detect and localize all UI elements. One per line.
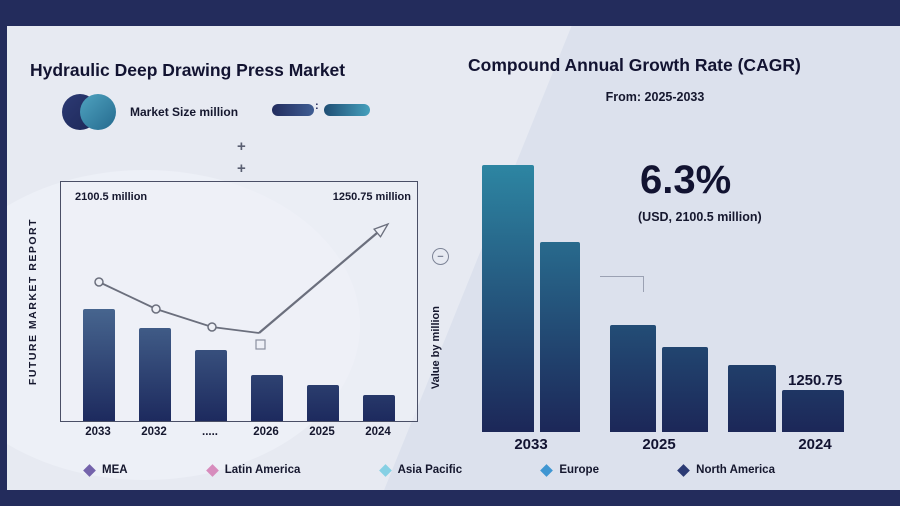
europe-diamond-icon bbox=[540, 463, 554, 477]
data-label-1250-75: 1250.75 bbox=[788, 372, 843, 389]
north-america-diamond-icon bbox=[677, 463, 691, 477]
latin-america-diamond-icon bbox=[205, 463, 219, 477]
x-tick-label: 2032 bbox=[141, 426, 167, 438]
bar bbox=[195, 350, 227, 421]
bar bbox=[540, 242, 580, 432]
trend-line-arrow bbox=[94, 222, 390, 350]
frame-left-bar bbox=[0, 0, 7, 506]
market-size-chart: 2100.5 million 1250.75 million bbox=[60, 181, 418, 422]
bar-group-2024 bbox=[728, 365, 844, 432]
market-size-coin-icon bbox=[62, 94, 118, 130]
legend-item-europe: Europe bbox=[540, 463, 599, 477]
market-size-x-axis: 2033 2032 ..... 2026 2025 2024 bbox=[60, 426, 418, 438]
market-size-label: Market Size million bbox=[130, 105, 239, 119]
bar bbox=[251, 375, 283, 421]
bar bbox=[83, 309, 115, 421]
y-axis-label: Value by million bbox=[430, 306, 442, 390]
pill-separator: : bbox=[315, 100, 319, 112]
x-tick-label: 2024 bbox=[365, 426, 391, 438]
legend-label: Asia Pacific bbox=[397, 464, 463, 476]
minus-circle-icon: − bbox=[432, 248, 449, 265]
cagr-subtitle: From: 2025-2033 bbox=[605, 90, 705, 104]
bar bbox=[482, 165, 534, 432]
x-tick-label: 2025 bbox=[642, 436, 676, 453]
cagr-chart bbox=[470, 152, 870, 432]
asia-pacific-diamond-icon bbox=[378, 463, 392, 477]
teal-pill-shape bbox=[324, 104, 370, 116]
x-tick-label: 2033 bbox=[514, 436, 548, 453]
bar-group-2025 bbox=[610, 325, 708, 432]
page-title: Hydraulic Deep Drawing Press Market bbox=[30, 60, 346, 80]
plus-icon: + bbox=[237, 138, 246, 155]
legend-item-latin-america: Latin America bbox=[205, 463, 301, 477]
annotation-2024-value: 1250.75 million bbox=[332, 191, 411, 203]
legend-label: Latin America bbox=[224, 464, 301, 476]
navy-pill-shape bbox=[272, 104, 314, 116]
x-tick-label: 2026 bbox=[253, 426, 279, 438]
frame-top-bar bbox=[0, 0, 900, 26]
legend-label: North America bbox=[696, 464, 775, 476]
bar bbox=[363, 395, 395, 421]
cagr-value: 6.3% bbox=[640, 158, 732, 202]
market-size-bars bbox=[61, 309, 417, 421]
watermark-vertical-text: FUTURE MARKET REPORT bbox=[27, 217, 39, 386]
x-tick-label: 2025 bbox=[309, 426, 335, 438]
bar-group-2033 bbox=[482, 165, 580, 432]
x-tick-label: ..... bbox=[202, 426, 218, 438]
frame-bottom-bar bbox=[0, 490, 900, 506]
mea-diamond-icon bbox=[83, 463, 96, 477]
legend-item-mea: MEA bbox=[83, 463, 128, 477]
legend-item-north-america: North America bbox=[677, 463, 775, 477]
x-tick-label: 2024 bbox=[798, 436, 832, 453]
bracket-shape bbox=[600, 276, 644, 292]
cagr-title: Compound Annual Growth Rate (CAGR) bbox=[468, 55, 801, 75]
market-size-legend: Market Size million bbox=[62, 93, 238, 131]
legend-label: MEA bbox=[102, 464, 128, 476]
region-legend: MEA Latin America Asia Pacific Europe No… bbox=[83, 463, 775, 477]
bar bbox=[782, 390, 844, 432]
bar bbox=[139, 328, 171, 421]
bar bbox=[307, 385, 339, 421]
x-tick-label: 2033 bbox=[85, 426, 111, 438]
bar bbox=[728, 365, 776, 432]
cagr-note: (USD, 2100.5 million) bbox=[638, 210, 762, 224]
legend-label: Europe bbox=[559, 464, 599, 476]
annotation-2033-value: 2100.5 million bbox=[75, 191, 148, 203]
legend-item-asia-pacific: Asia Pacific bbox=[378, 463, 463, 477]
plus-icon: + bbox=[237, 160, 246, 177]
bar bbox=[662, 347, 708, 432]
bar bbox=[610, 325, 656, 432]
